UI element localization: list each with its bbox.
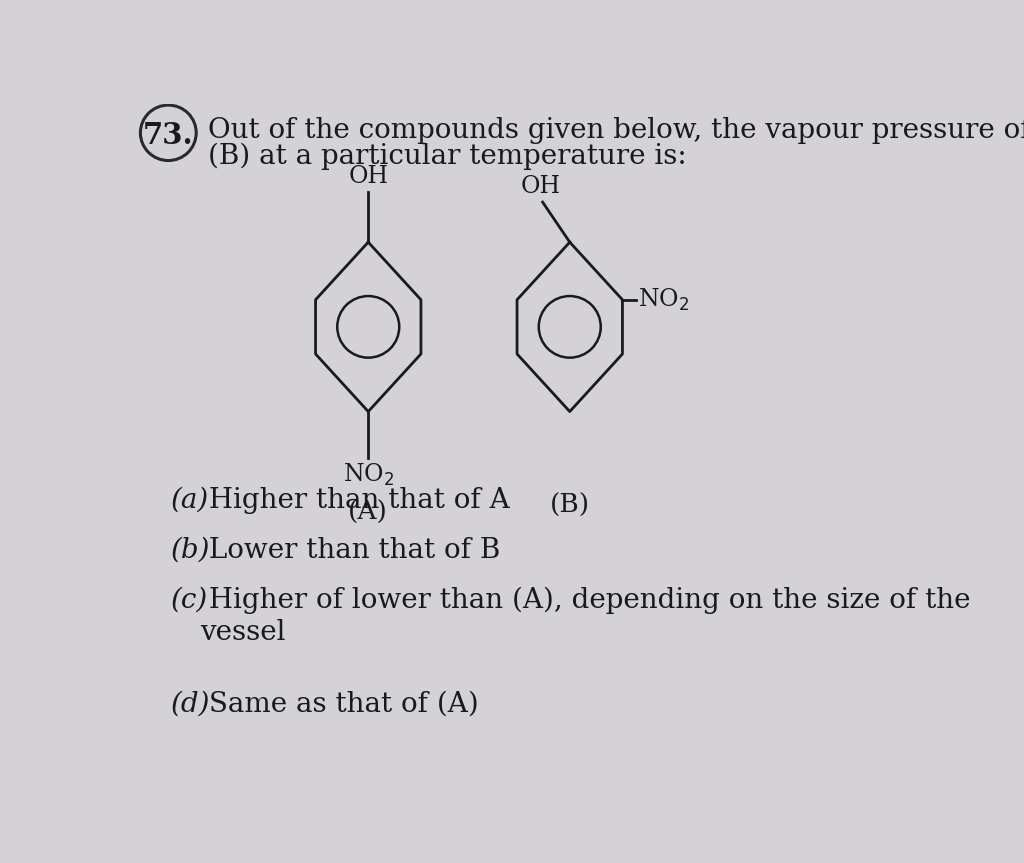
Text: Lower than that of B: Lower than that of B — [200, 537, 501, 564]
Text: (a): (a) — [171, 487, 209, 513]
Text: OH: OH — [348, 165, 388, 188]
Text: Higher than that of A: Higher than that of A — [200, 487, 510, 513]
Text: Higher of lower than (A), depending on the size of the: Higher of lower than (A), depending on t… — [200, 587, 971, 614]
Text: vessel: vessel — [200, 619, 286, 646]
Text: Out of the compounds given below, the vapour pressure of: Out of the compounds given below, the va… — [208, 117, 1024, 144]
Text: (c): (c) — [171, 587, 208, 614]
Text: NO$_2$: NO$_2$ — [638, 287, 689, 313]
Text: (b): (b) — [171, 537, 210, 564]
Text: NO$_2$: NO$_2$ — [343, 462, 394, 488]
Text: (B): (B) — [550, 493, 590, 518]
Text: (B) at a particular temperature is:: (B) at a particular temperature is: — [208, 142, 686, 170]
Text: Same as that of (A): Same as that of (A) — [200, 690, 479, 718]
Text: OH: OH — [521, 175, 561, 198]
Text: 73.: 73. — [143, 122, 194, 150]
Text: (d): (d) — [171, 690, 210, 718]
Text: (A): (A) — [348, 501, 388, 525]
